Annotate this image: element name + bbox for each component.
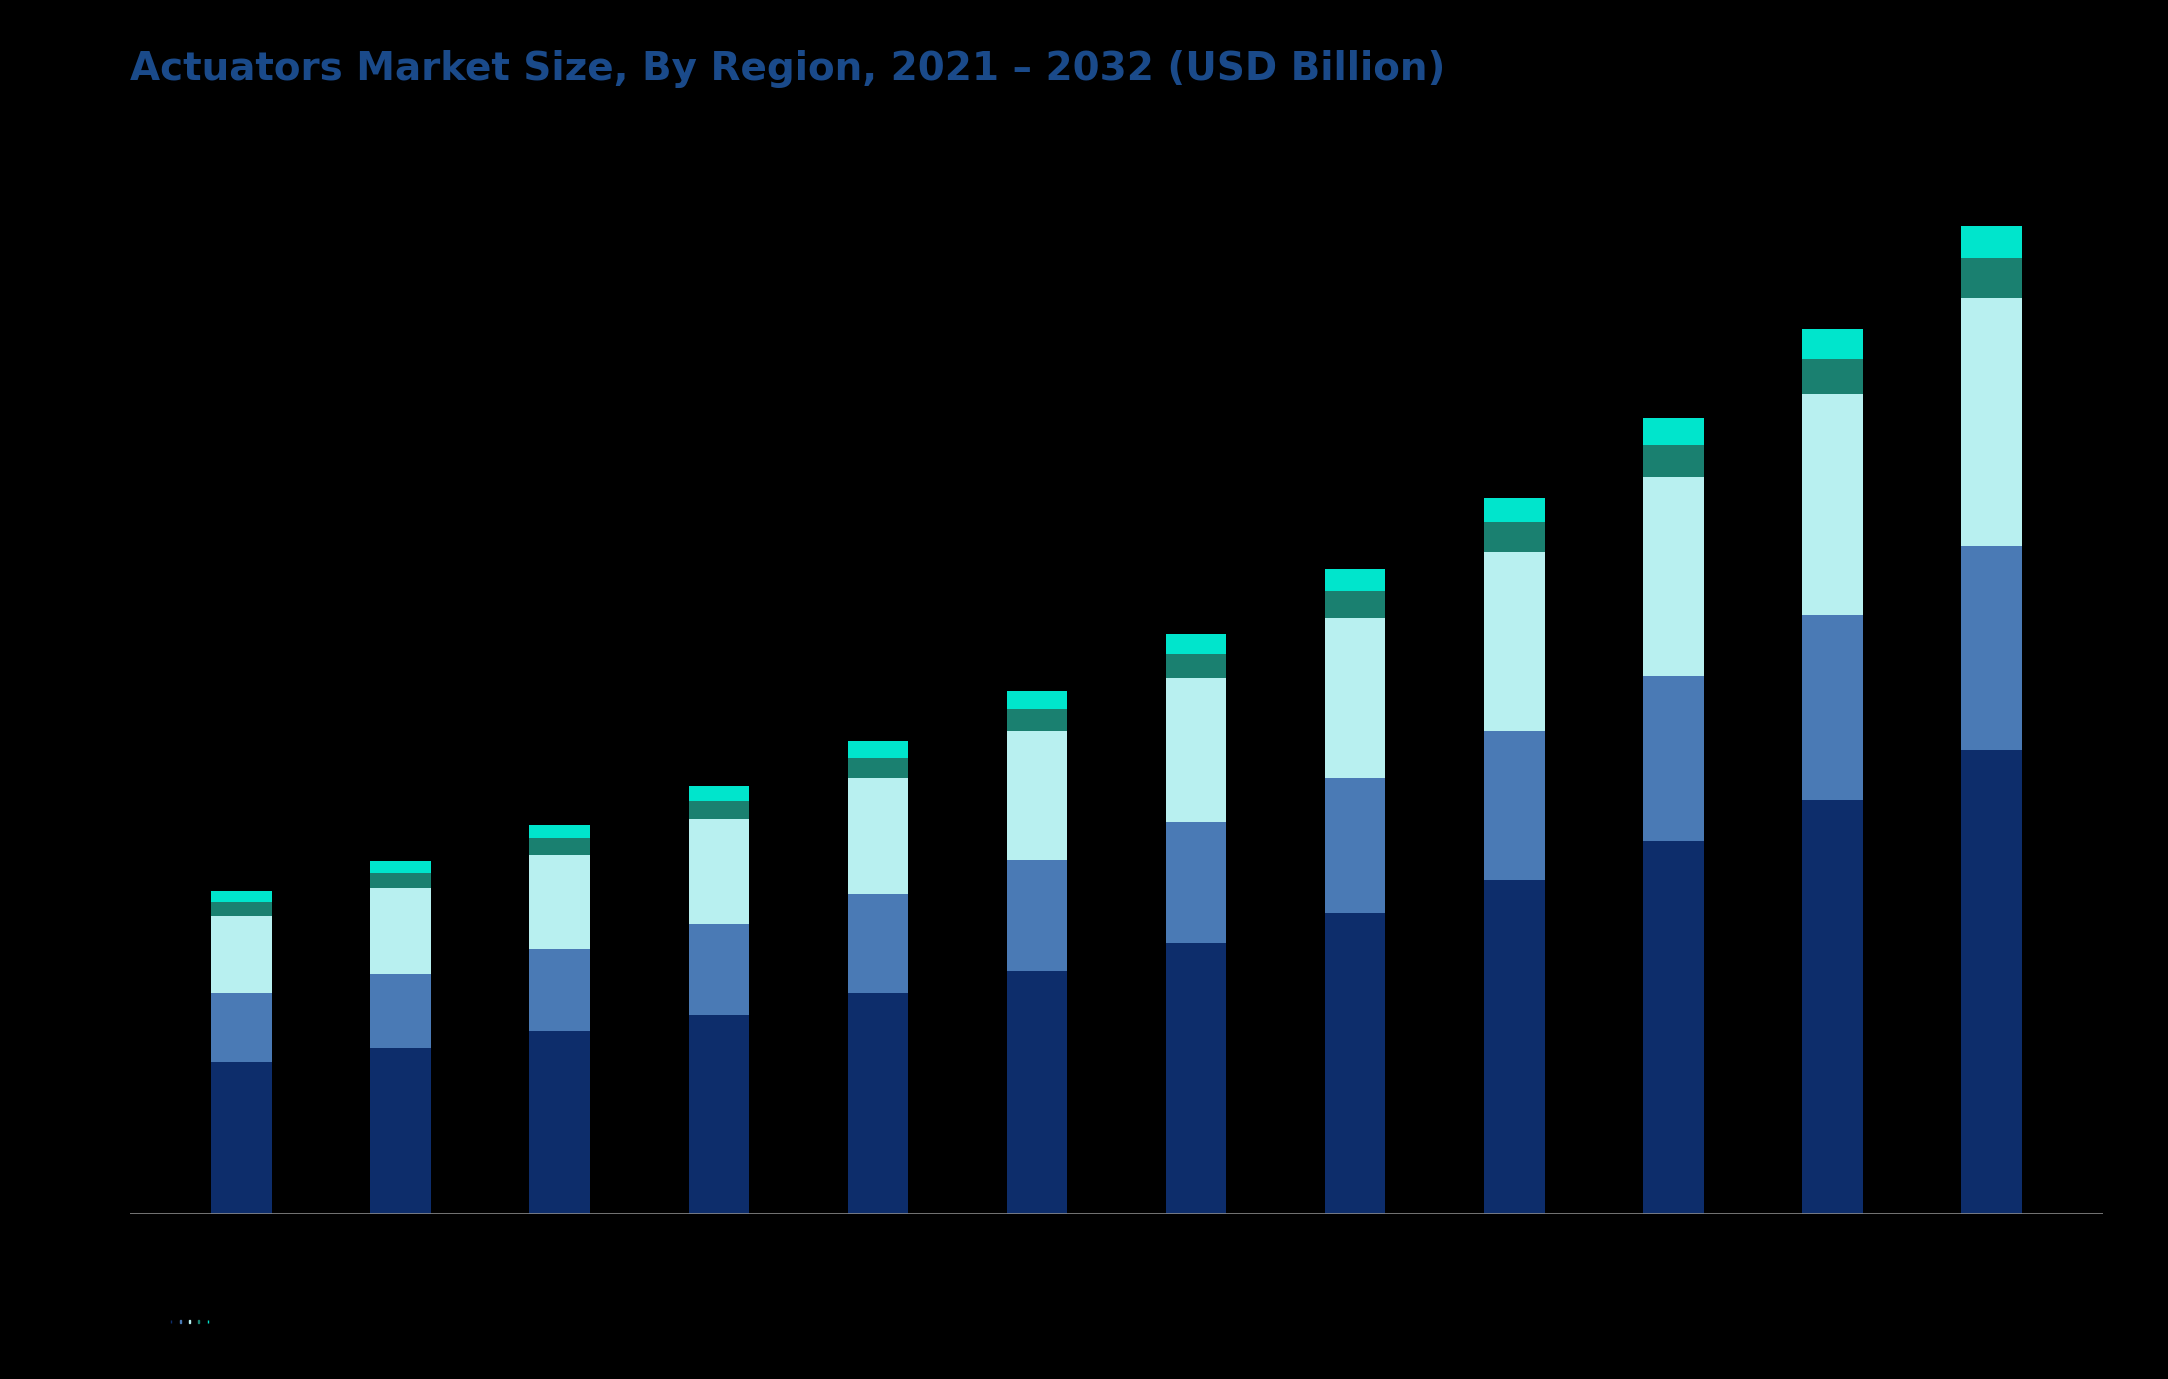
Bar — [1802, 394, 1862, 615]
Bar — [848, 778, 908, 894]
Bar — [371, 860, 431, 873]
Bar — [1485, 880, 1544, 1214]
Bar — [1962, 226, 2023, 258]
Bar — [689, 786, 748, 801]
Bar — [529, 949, 590, 1031]
Bar — [1962, 750, 2023, 1214]
Bar — [1485, 523, 1544, 552]
Bar — [1802, 615, 1862, 800]
Bar — [1006, 860, 1067, 971]
Bar — [529, 1031, 590, 1214]
Bar — [1643, 477, 1704, 676]
Bar — [1325, 778, 1385, 913]
Bar — [1802, 800, 1862, 1214]
Bar — [1166, 654, 1227, 678]
Bar — [1325, 618, 1385, 778]
Bar — [1962, 258, 2023, 298]
Bar — [1006, 709, 1067, 731]
Bar — [1802, 330, 1862, 359]
Bar — [1166, 822, 1227, 943]
Bar — [529, 825, 590, 838]
Bar — [1166, 678, 1227, 822]
Bar — [1643, 418, 1704, 444]
Bar — [371, 1048, 431, 1214]
Bar — [371, 974, 431, 1048]
Bar — [848, 742, 908, 757]
Bar — [210, 993, 271, 1062]
Bar — [1325, 570, 1385, 592]
Bar — [689, 1015, 748, 1214]
Bar — [1166, 634, 1227, 654]
Bar — [210, 902, 271, 916]
Bar — [1325, 592, 1385, 618]
Bar — [1962, 546, 2023, 750]
Bar — [689, 924, 748, 1015]
Bar — [529, 855, 590, 949]
Bar — [371, 888, 431, 974]
Bar — [210, 1062, 271, 1214]
Bar — [1643, 676, 1704, 841]
Bar — [1802, 359, 1862, 394]
Bar — [1006, 971, 1067, 1214]
Bar — [371, 873, 431, 888]
Bar — [1006, 731, 1067, 860]
Bar — [848, 894, 908, 993]
Bar — [1485, 498, 1544, 523]
Bar — [210, 916, 271, 993]
Text: Actuators Market Size, By Region, 2021 – 2032 (USD Billion): Actuators Market Size, By Region, 2021 –… — [130, 50, 1446, 88]
Legend:  ,  ,  ,  ,  : , , , , — [171, 1320, 210, 1322]
Bar — [1325, 913, 1385, 1214]
Bar — [1485, 731, 1544, 880]
Bar — [1166, 943, 1227, 1214]
Bar — [1962, 298, 2023, 546]
Bar — [689, 801, 748, 819]
Bar — [1643, 841, 1704, 1214]
Bar — [529, 838, 590, 855]
Bar — [848, 757, 908, 778]
Bar — [848, 993, 908, 1214]
Bar — [210, 891, 271, 902]
Bar — [1643, 444, 1704, 477]
Bar — [689, 819, 748, 924]
Bar — [1006, 691, 1067, 709]
Bar — [1485, 552, 1544, 731]
